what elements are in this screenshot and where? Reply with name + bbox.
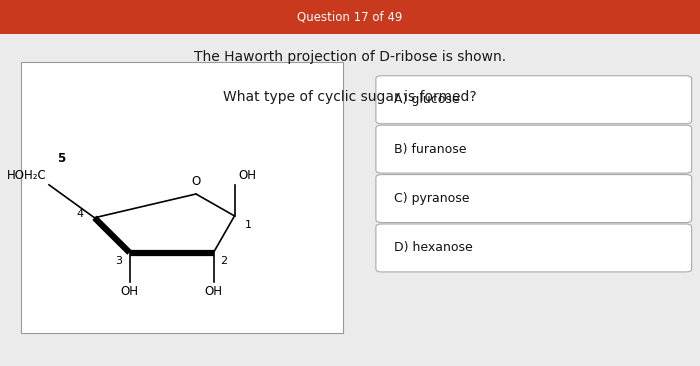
Text: 4: 4	[77, 209, 84, 219]
Text: What type of cyclic sugar is formed?: What type of cyclic sugar is formed?	[223, 90, 477, 104]
Text: OH: OH	[204, 285, 223, 299]
FancyBboxPatch shape	[376, 76, 692, 124]
Text: 3: 3	[116, 256, 122, 266]
Text: 1: 1	[245, 220, 252, 229]
Text: HOH₂C: HOH₂C	[7, 169, 47, 182]
FancyBboxPatch shape	[376, 224, 692, 272]
Text: D) hexanose: D) hexanose	[394, 242, 473, 254]
Text: C) pyranose: C) pyranose	[394, 192, 470, 205]
Text: 5: 5	[57, 152, 66, 165]
FancyBboxPatch shape	[0, 0, 700, 34]
FancyBboxPatch shape	[21, 62, 343, 333]
Text: OH: OH	[238, 169, 256, 182]
Text: B) furanose: B) furanose	[394, 143, 467, 156]
Text: 2: 2	[220, 256, 228, 266]
Text: OH: OH	[120, 285, 139, 299]
Text: Question 17 of 49: Question 17 of 49	[298, 10, 402, 23]
Text: A) glucose: A) glucose	[394, 93, 460, 106]
FancyBboxPatch shape	[376, 125, 692, 173]
FancyBboxPatch shape	[376, 175, 692, 223]
Text: O: O	[191, 175, 201, 188]
Text: The Haworth projection of D-ribose is shown.: The Haworth projection of D-ribose is sh…	[194, 50, 506, 64]
